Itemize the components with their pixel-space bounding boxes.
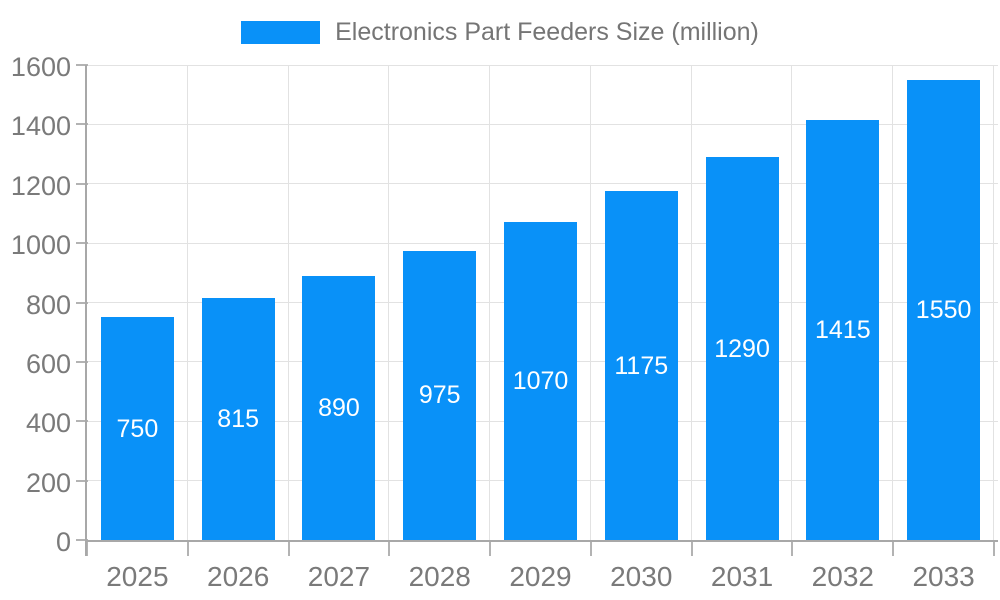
bar[interactable]: 815 (201, 298, 275, 540)
x-axis-tick-label: 2030 (610, 561, 673, 592)
gridline-horizontal (87, 64, 998, 66)
bar-value-label: 1290 (714, 334, 770, 363)
y-axis-tick-label: 800 (25, 289, 71, 320)
y-axis-tick-label: 0 (55, 527, 71, 557)
bar[interactable]: 1070 (504, 222, 577, 540)
x-axis-tick-label: 2028 (408, 561, 471, 592)
gridline-horizontal (87, 183, 998, 185)
x-axis-tick (791, 542, 794, 556)
gridline-vertical (388, 65, 390, 540)
x-axis-tick-label: 2027 (307, 561, 371, 592)
plot-area: 0 200 400 600 800 1000 1200 1400 1600 750 2025 815 2… (11, 52, 998, 592)
gridline-vertical (489, 65, 491, 540)
y-axis-tick (76, 479, 88, 482)
bar-value-label: 890 (318, 393, 360, 422)
gridline-vertical (287, 65, 289, 540)
x-axis-tick (86, 542, 88, 556)
y-axis-tick (76, 301, 88, 304)
bar-value-label: 1070 (512, 367, 569, 396)
gridline-horizontal (87, 123, 998, 125)
gridline-vertical (791, 65, 793, 540)
y-axis-tick-label: 400 (25, 408, 71, 439)
bar[interactable]: 975 (403, 250, 477, 540)
y-axis-tick-label: 1600 (10, 52, 71, 82)
x-axis-tick-label: 2025 (106, 561, 169, 592)
y-axis-tick (76, 360, 88, 363)
x-axis-line (85, 540, 998, 542)
bar[interactable]: 1290 (705, 157, 779, 540)
x-axis-tick-label: 2032 (811, 561, 874, 592)
gridline-vertical (186, 65, 188, 540)
x-axis-tick-label: 2026 (207, 561, 270, 592)
gridline-vertical (892, 65, 894, 540)
legend-swatch-icon (241, 20, 321, 44)
y-axis-tick-label: 1400 (10, 111, 71, 142)
chart-legend[interactable]: Electronics Part Feeders Size (million) (0, 12, 1000, 52)
bar-value-label: 1415 (815, 315, 871, 344)
x-axis-tick (993, 542, 995, 556)
bar-value-label: 1175 (614, 351, 669, 380)
bar-value-label: 975 (418, 381, 461, 410)
bar[interactable]: 1550 (907, 79, 981, 540)
y-axis-tick (76, 182, 88, 185)
legend-label: Electronics Part Feeders Size (million) (335, 18, 759, 46)
x-axis-tick-label: 2031 (710, 561, 774, 592)
gridline-vertical (589, 65, 591, 540)
bar-value-label: 750 (116, 414, 159, 443)
x-axis-tick (690, 542, 693, 556)
y-axis-tick-label: 1200 (10, 170, 71, 201)
x-axis-tick (388, 542, 391, 556)
gridline-vertical (993, 65, 994, 540)
x-axis-tick (892, 542, 895, 556)
bar[interactable]: 1175 (604, 191, 678, 540)
y-axis-tick (76, 123, 88, 126)
y-axis-line (85, 65, 87, 556)
x-axis-tick-label: 2029 (509, 561, 572, 592)
x-axis-tick (589, 542, 592, 556)
bar[interactable]: 890 (302, 275, 376, 540)
bar[interactable]: 750 (100, 317, 174, 540)
y-axis-tick (76, 420, 88, 423)
y-axis-tick (76, 539, 88, 541)
y-axis-tick-label: 200 (25, 467, 71, 498)
y-axis-tick-label: 1000 (10, 230, 71, 261)
x-axis-tick (489, 542, 492, 556)
y-axis-tick (76, 242, 88, 245)
gridline-vertical (690, 65, 692, 540)
bar[interactable]: 1415 (806, 119, 880, 540)
y-axis-tick-label: 600 (25, 348, 71, 379)
x-axis-tick (287, 542, 290, 556)
bar-value-label: 815 (217, 405, 260, 434)
x-axis-tick (186, 542, 189, 556)
bar-value-label: 1550 (915, 295, 972, 324)
x-axis-tick-label: 2033 (912, 561, 975, 592)
y-axis-tick (76, 64, 88, 66)
